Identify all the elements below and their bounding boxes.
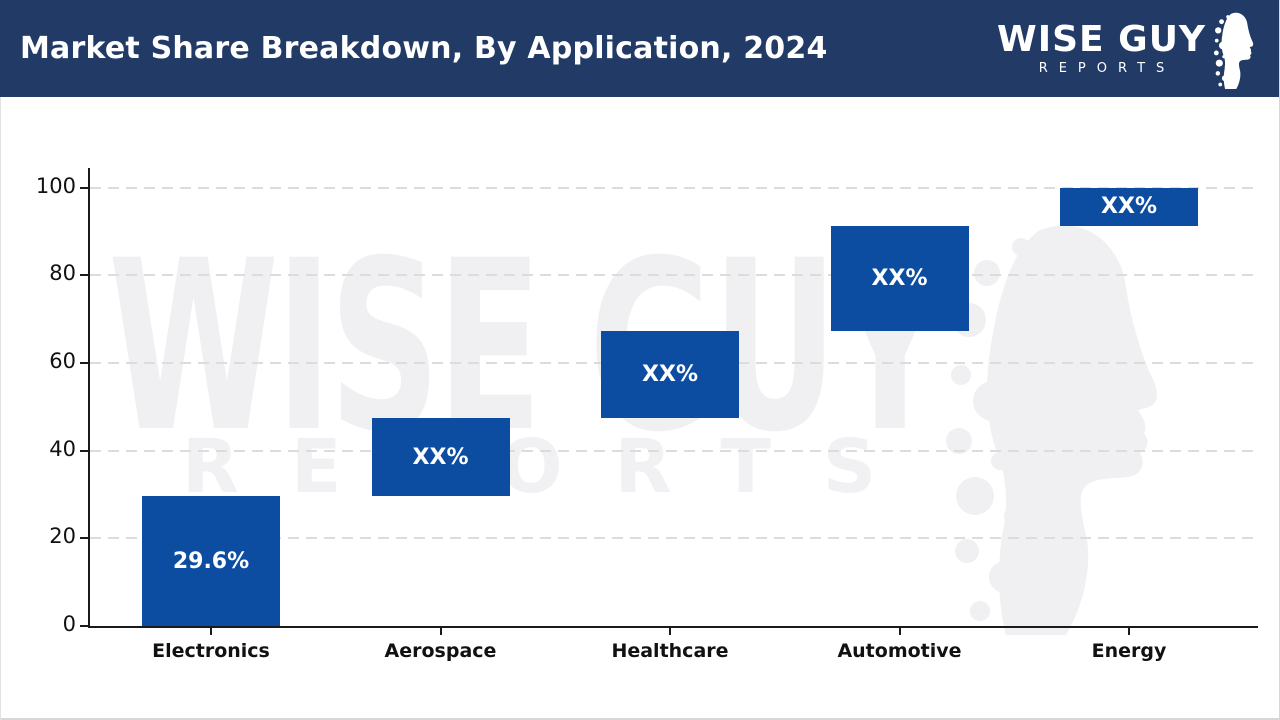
gridline-100 bbox=[90, 186, 1258, 189]
chart-title: Market Share Breakdown, By Application, … bbox=[20, 31, 828, 66]
gridline-80 bbox=[90, 274, 1258, 277]
y-tick-40 bbox=[80, 449, 89, 452]
x-tick-label: Healthcare bbox=[611, 640, 729, 662]
wiseguy-logo-text: WISE GUY REPORTS bbox=[996, 18, 1206, 76]
y-tick-label: 40 bbox=[49, 436, 76, 461]
header-bar: Market Share Breakdown, By Application, … bbox=[0, 0, 1280, 97]
bar-aerospace: XX% bbox=[371, 418, 510, 497]
page-bottom-border bbox=[0, 718, 1280, 720]
x-tick-healthcare bbox=[669, 628, 671, 635]
page-left-border bbox=[0, 97, 1, 720]
x-tick-label: Automotive bbox=[837, 640, 962, 662]
y-tick-20 bbox=[80, 537, 89, 540]
bar-automotive: XX% bbox=[830, 226, 969, 331]
y-tick-100 bbox=[80, 186, 89, 189]
watermark-subtitle: REPORTS bbox=[182, 424, 929, 510]
y-tick-label: 20 bbox=[49, 524, 76, 549]
bar-healthcare: XX% bbox=[601, 330, 739, 419]
x-tick-automotive bbox=[898, 628, 901, 635]
bar-value-label: XX% bbox=[642, 362, 698, 387]
x-tick-electronics bbox=[210, 628, 212, 635]
bar-electronics: 29.6% bbox=[142, 496, 280, 626]
bar-value-label: XX% bbox=[412, 444, 469, 470]
y-axis-line bbox=[88, 168, 90, 628]
gridline-40 bbox=[90, 449, 1258, 452]
y-tick-label: 80 bbox=[49, 261, 76, 286]
y-tick-label: 60 bbox=[49, 348, 76, 373]
gridline-20 bbox=[90, 537, 1258, 540]
y-tick-0 bbox=[80, 625, 89, 627]
wiseguy-logo: WISE GUY REPORTS bbox=[997, 9, 1266, 89]
x-tick-label: Electronics bbox=[152, 640, 270, 662]
bar-value-label: XX% bbox=[871, 265, 928, 291]
x-axis-line bbox=[88, 626, 1258, 628]
x-tick-label: Energy bbox=[1091, 640, 1167, 662]
y-tick-80 bbox=[80, 274, 89, 277]
watermark-wordmark: WISE GUY bbox=[108, 211, 946, 484]
bar-energy: XX% bbox=[1060, 187, 1198, 227]
x-tick-aerospace bbox=[439, 628, 442, 635]
wiseguy-face-icon bbox=[1213, 12, 1254, 89]
watermark-face bbox=[946, 225, 1158, 635]
y-tick-label: 0 bbox=[62, 612, 76, 636]
logo-wordmark: WISE GUY bbox=[996, 18, 1206, 60]
x-tick-label: Aerospace bbox=[384, 640, 497, 662]
y-tick-label: 100 bbox=[35, 173, 76, 198]
bar-value-label: XX% bbox=[1101, 194, 1157, 220]
bar-value-label: 29.6% bbox=[172, 548, 250, 574]
x-tick-energy bbox=[1128, 628, 1130, 635]
y-tick-60 bbox=[80, 361, 89, 364]
logo-subtitle: REPORTS bbox=[1038, 60, 1176, 76]
